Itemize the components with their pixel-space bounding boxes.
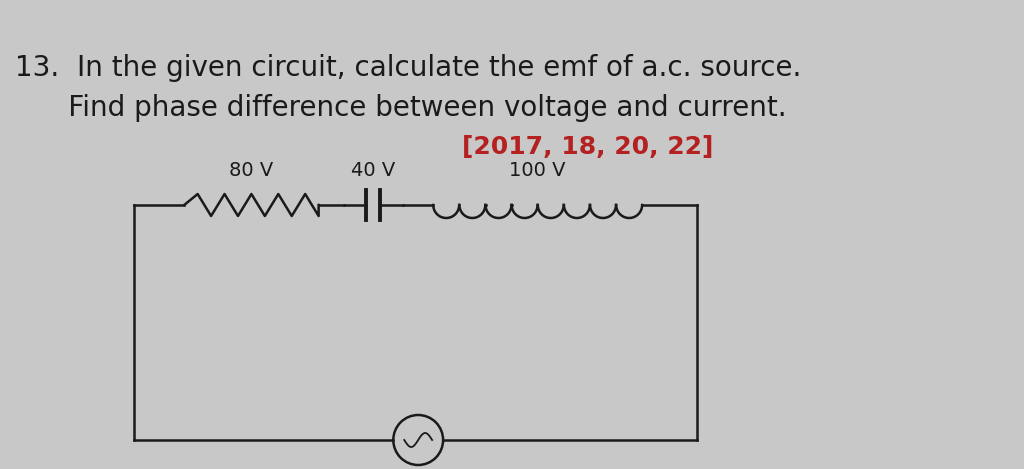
Text: 100 V: 100 V — [509, 160, 566, 180]
Text: Find phase difference between voltage and current.: Find phase difference between voltage an… — [15, 94, 786, 122]
Text: 80 V: 80 V — [229, 160, 273, 180]
Text: 13.  In the given circuit, calculate the emf of a.c. source.: 13. In the given circuit, calculate the … — [15, 54, 802, 82]
Text: 40 V: 40 V — [351, 160, 395, 180]
Text: [2017, 18, 20, 22]: [2017, 18, 20, 22] — [462, 135, 713, 159]
